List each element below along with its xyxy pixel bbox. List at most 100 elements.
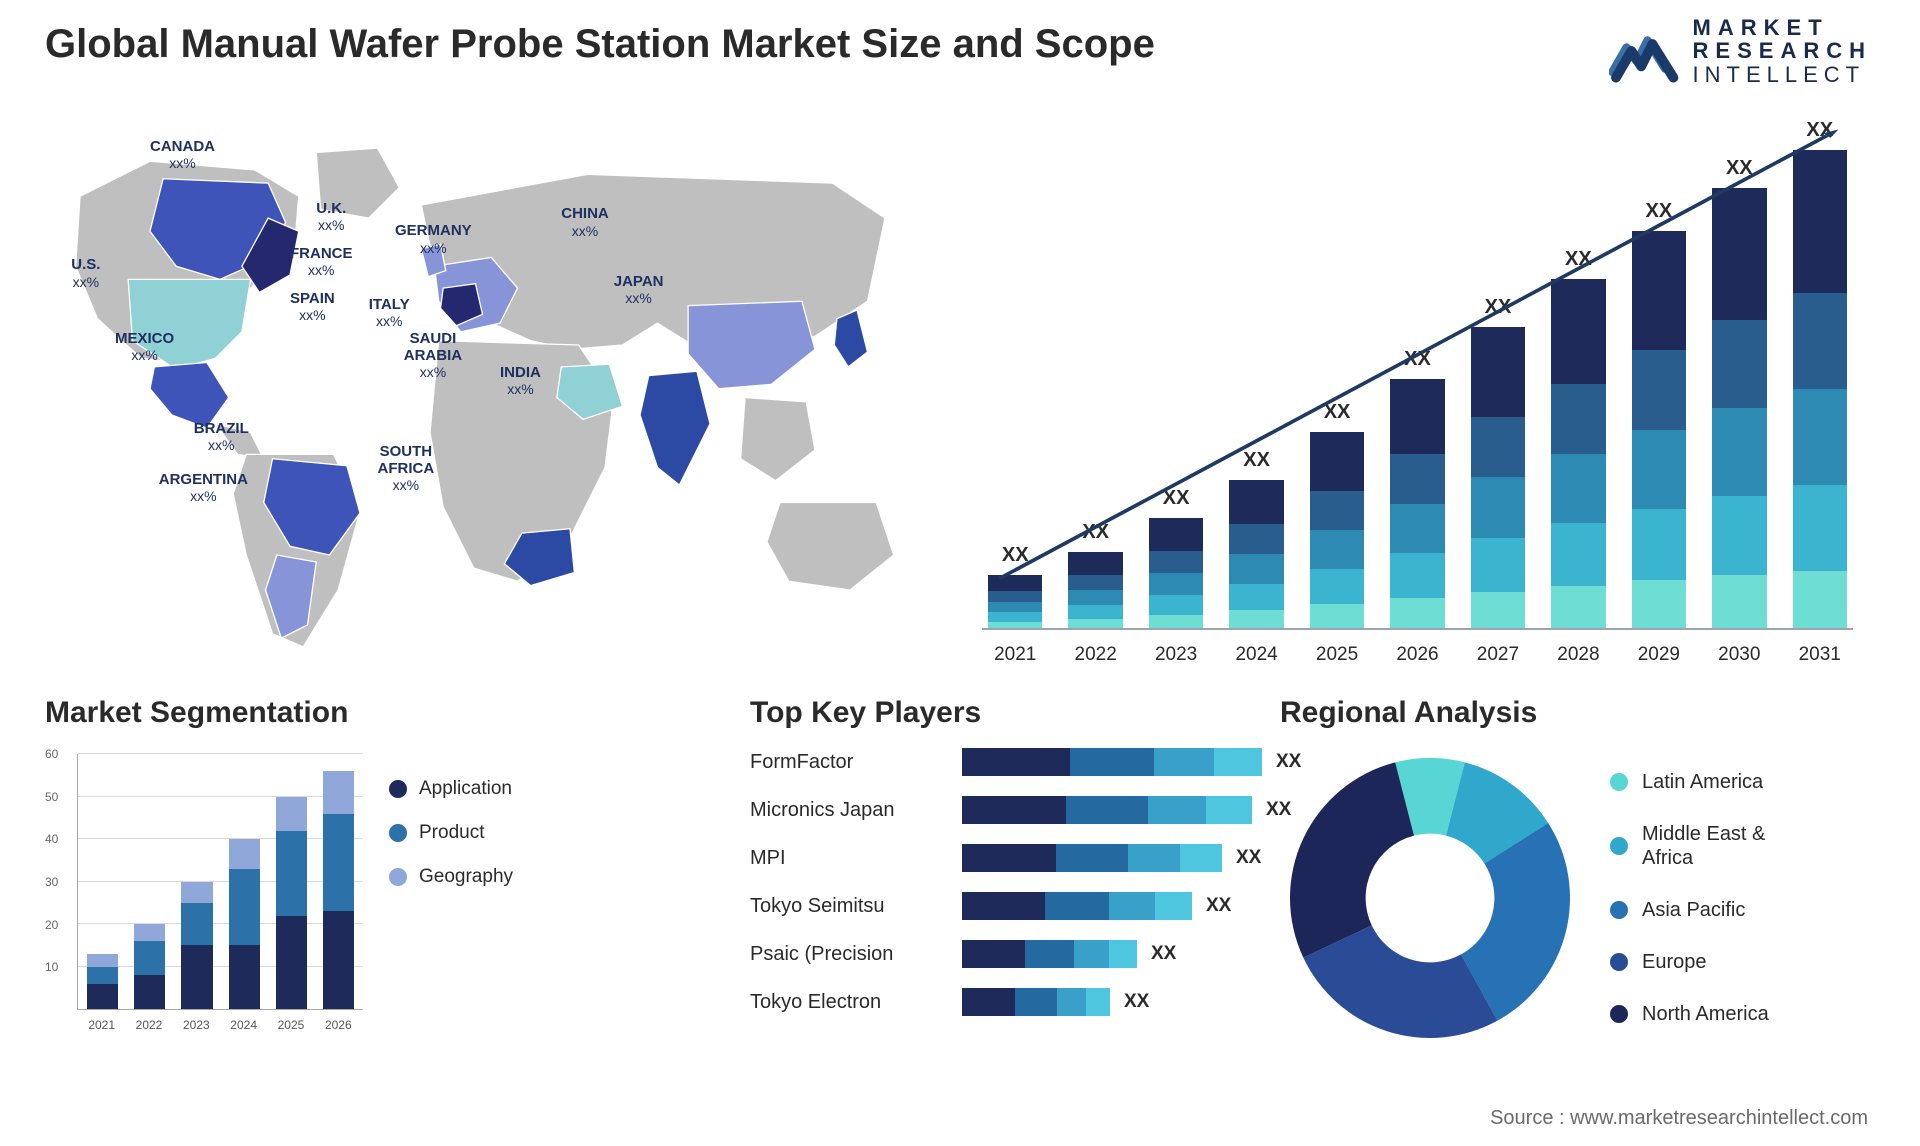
regional-title: Regional Analysis: [1280, 696, 1870, 730]
forecast-value-label: XX: [1062, 521, 1128, 544]
legend-dot-icon: [389, 868, 407, 886]
forecast-bar: XX: [1706, 150, 1772, 628]
segmentation-bar: [178, 754, 215, 1009]
forecast-bar: XX: [1465, 150, 1531, 628]
forecast-bar: XX: [1787, 150, 1853, 628]
map-label: SPAINxx%: [290, 290, 335, 325]
segmentation-bar: [84, 754, 121, 1009]
segmentation-bar: [273, 754, 310, 1009]
map-label: U.S.xx%: [71, 256, 100, 291]
map-label: U.K.xx%: [316, 200, 346, 235]
legend-dot-icon: [1610, 953, 1628, 971]
segmentation-year-label: 2026: [320, 1018, 357, 1032]
regional-legend-item: North America: [1610, 1002, 1769, 1026]
forecast-bar: XX: [1143, 150, 1209, 628]
player-name: MPI: [750, 844, 940, 872]
forecast-bar: XX: [1545, 150, 1611, 628]
segmentation-ytick: 30: [45, 875, 58, 889]
forecast-bar: XX: [1223, 150, 1289, 628]
segmentation-ytick: 10: [45, 960, 58, 974]
regional-legend-item: Middle East &Africa: [1610, 822, 1769, 870]
regional-section: Regional Analysis Latin America Middle Ea…: [1280, 696, 1870, 1048]
legend-dot-icon: [389, 780, 407, 798]
forecast-value-label: XX: [1787, 119, 1853, 142]
player-name: Tokyo Seimitsu: [750, 892, 940, 920]
players-title: Top Key Players: [750, 696, 1305, 730]
player-bar-row: XX: [962, 988, 1305, 1016]
map-label: SOUTHAFRICAxx%: [378, 443, 435, 495]
source-text: Source : www.marketresearchintellect.com: [1490, 1107, 1868, 1130]
world-map-panel: CANADAxx% U.S.xx% MEXICOxx% BRAZILxx% ARGENT…: [45, 115, 920, 680]
brand-line-2: RESEARCH: [1693, 39, 1872, 62]
segmentation-ytick: 60: [45, 747, 58, 761]
legend-label: Asia Pacific: [1642, 898, 1745, 922]
forecast-value-label: XX: [1223, 449, 1289, 472]
map-label: ARGENTINAxx%: [159, 471, 248, 506]
brand-line-3: INTELLECT: [1693, 63, 1872, 86]
legend-dot-icon: [1610, 837, 1628, 855]
legend-dot-icon: [389, 824, 407, 842]
map-label: MEXICOxx%: [115, 330, 174, 365]
forecast-year-label: 2024: [1223, 644, 1289, 666]
legend-label: North America: [1642, 1002, 1769, 1026]
segmentation-title: Market Segmentation: [45, 696, 625, 730]
page-title: Global Manual Wafer Probe Station Market…: [45, 22, 1155, 67]
segmentation-legend-item: Geography: [389, 866, 513, 888]
player-bar-row: XX: [962, 844, 1305, 872]
map-label: CHINAxx%: [561, 205, 609, 240]
player-value-label: XX: [1206, 895, 1231, 917]
map-label: CANADAxx%: [150, 138, 215, 173]
segmentation-year-label: 2022: [130, 1018, 167, 1032]
forecast-year-label: 2025: [1304, 644, 1370, 666]
player-value-label: XX: [1151, 943, 1176, 965]
players-names: FormFactorMicronics JapanMPITokyo Seimit…: [750, 748, 940, 1016]
players-section: Top Key Players FormFactorMicronics Japa…: [750, 696, 1305, 1016]
forecast-value-label: XX: [1143, 487, 1209, 510]
segmentation-ytick: 20: [45, 918, 58, 932]
player-bar-row: XX: [962, 892, 1305, 920]
segmentation-legend-item: Product: [389, 822, 513, 844]
regional-legend: Latin America Middle East &Africa Asia Pac…: [1610, 770, 1769, 1026]
player-name: Psaic (Precision: [750, 940, 940, 968]
brand-line-1: MARKET: [1693, 16, 1872, 39]
map-label: BRAZILxx%: [194, 420, 249, 455]
forecast-year-label: 2030: [1706, 644, 1772, 666]
segmentation-year-label: 2024: [225, 1018, 262, 1032]
regional-donut-chart: [1280, 748, 1580, 1048]
map-label: ITALYxx%: [369, 296, 410, 331]
player-value-label: XX: [1124, 991, 1149, 1013]
forecast-year-label: 2027: [1465, 644, 1531, 666]
map-label: FRANCExx%: [290, 245, 353, 280]
segmentation-bar: [226, 754, 263, 1009]
forecast-value-label: XX: [982, 544, 1048, 567]
player-name: Tokyo Electron: [750, 988, 940, 1016]
forecast-year-label: 2029: [1626, 644, 1692, 666]
brand-logo: MARKET RESEARCH INTELLECT: [1609, 16, 1872, 86]
forecast-value-label: XX: [1304, 401, 1370, 424]
forecast-value-label: XX: [1465, 296, 1531, 319]
segmentation-legend: Application Product Geography: [389, 778, 513, 888]
world-map-icon: [45, 115, 920, 680]
forecast-bar: XX: [982, 150, 1048, 628]
player-name: Micronics Japan: [750, 796, 940, 824]
legend-label: Geography: [419, 866, 513, 888]
legend-dot-icon: [1610, 1005, 1628, 1023]
forecast-year-label: 2031: [1787, 644, 1853, 666]
forecast-year-label: 2021: [982, 644, 1048, 666]
forecast-bar: XX: [1062, 150, 1128, 628]
legend-label: Europe: [1642, 950, 1707, 974]
map-label: INDIAxx%: [500, 364, 541, 399]
legend-label: Product: [419, 822, 484, 844]
players-chart: XXXXXXXXXXXX: [962, 748, 1305, 1016]
map-label: GERMANYxx%: [395, 222, 472, 257]
regional-legend-item: Latin America: [1610, 770, 1769, 794]
forecast-value-label: XX: [1626, 200, 1692, 223]
map-label: JAPANxx%: [614, 273, 664, 308]
forecast-year-label: 2022: [1062, 644, 1128, 666]
legend-label: Application: [419, 778, 512, 800]
forecast-bar: XX: [1626, 150, 1692, 628]
segmentation-year-label: 2025: [272, 1018, 309, 1032]
forecast-bar: XX: [1384, 150, 1450, 628]
segmentation-year-label: 2023: [178, 1018, 215, 1032]
forecast-chart: XXXXXXXXXXXXXXXXXXXXXX 20212022202320242…: [970, 115, 1865, 680]
